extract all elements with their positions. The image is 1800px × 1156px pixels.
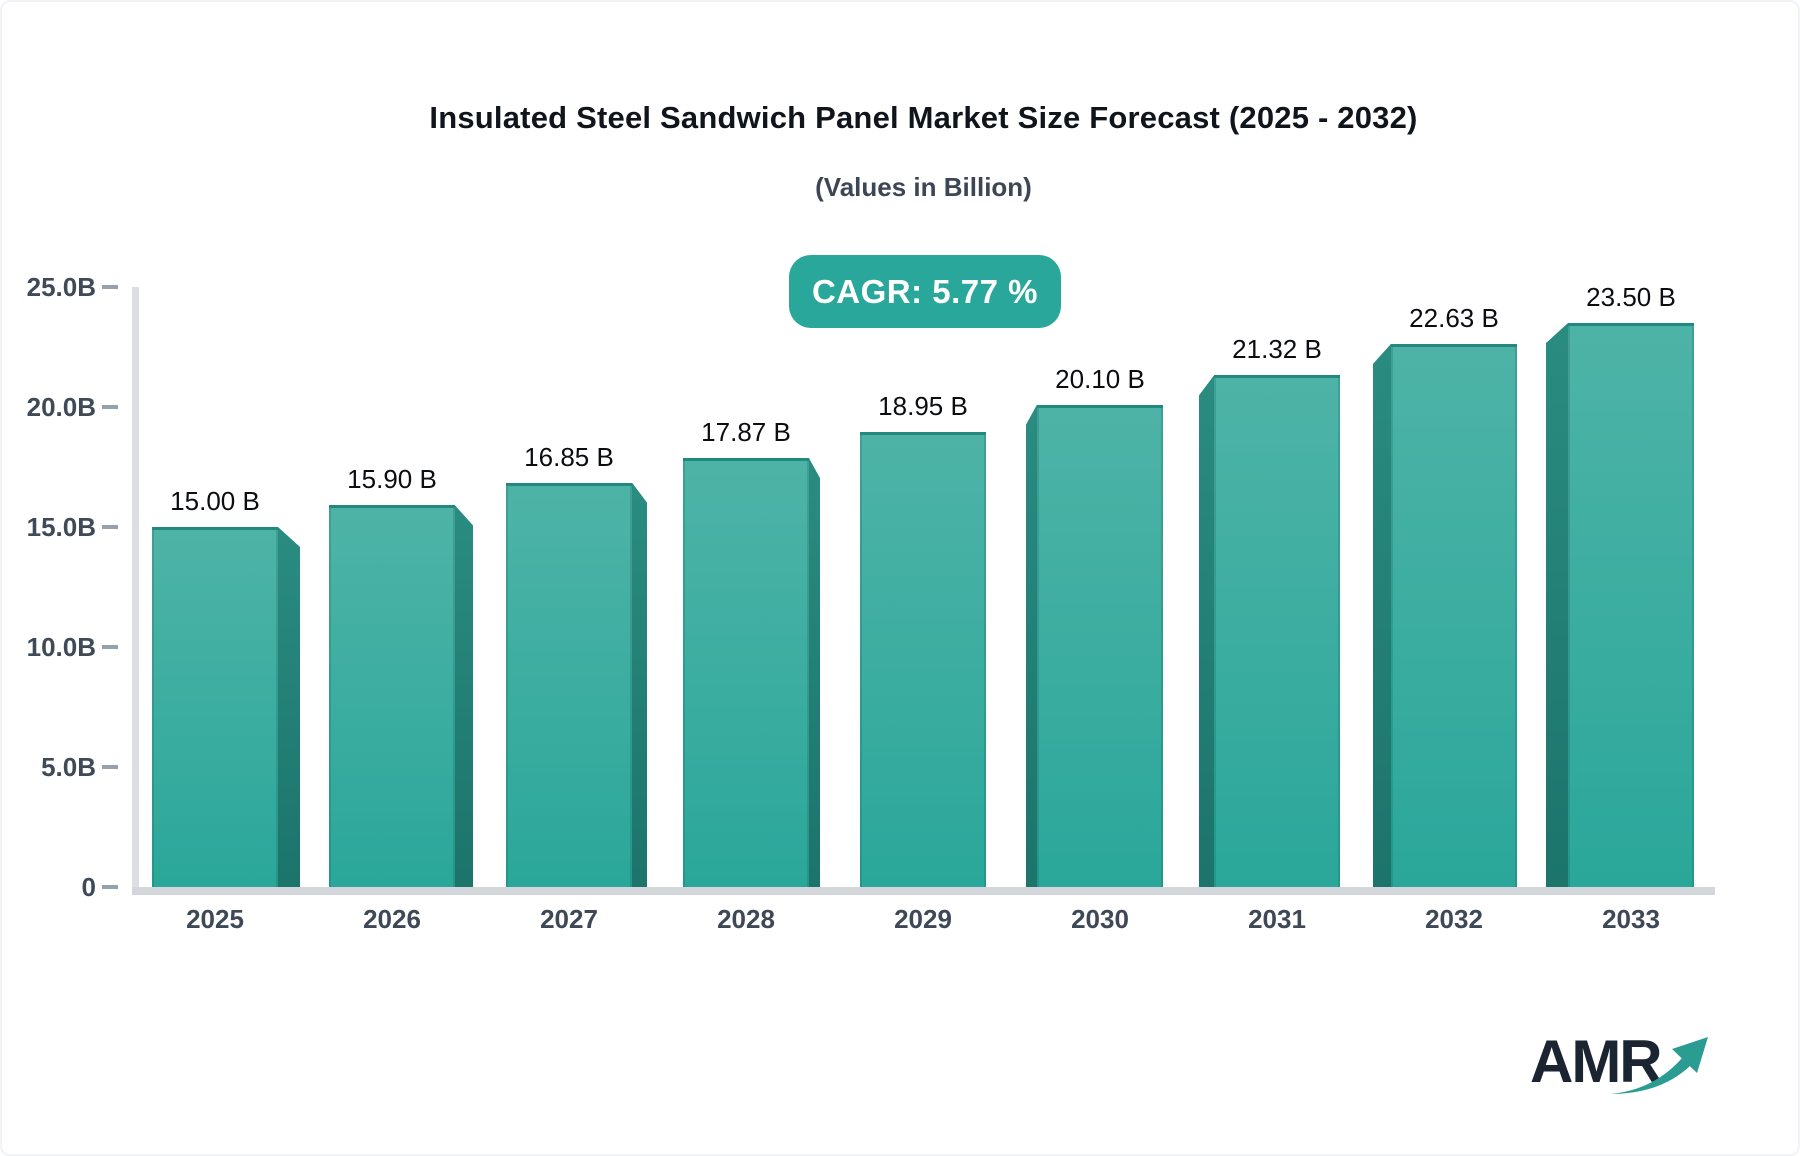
bar-2033	[1568, 323, 1694, 890]
bar-2031	[1214, 375, 1340, 890]
x-axis-baseline	[132, 887, 1715, 895]
bar-value-label: 18.95 B	[878, 391, 968, 422]
x-axis-label: 2033	[1602, 904, 1660, 934]
bar-side-panel	[632, 482, 647, 887]
bar-value-label: 21.32 B	[1232, 334, 1322, 365]
trending-up-arrow-icon	[1610, 1037, 1708, 1094]
y-axis-tick-label: 0	[81, 872, 96, 902]
y-axis-tick	[102, 885, 118, 889]
bar-value-label: 22.63 B	[1409, 302, 1499, 333]
bar-side-panel	[809, 458, 820, 887]
y-axis-tick-label: 5.0B	[41, 752, 96, 782]
y-axis-tick-label: 10.0B	[26, 632, 96, 662]
cagr-badge: CAGR: 5.77 %	[789, 255, 1061, 328]
y-axis-tick-label: 20.0B	[26, 392, 96, 422]
y-axis-tick-label: 15.0B	[26, 512, 96, 542]
bar-side-panel	[1199, 375, 1214, 887]
x-axis-label: 2025	[186, 904, 244, 934]
bar-value-label: 15.90 B	[347, 464, 437, 495]
x-axis-label: 2026	[363, 904, 421, 934]
y-axis-tick	[102, 285, 118, 289]
chart-subtitle: (Values in Billion)	[815, 172, 1032, 202]
bar-side-panel	[1546, 323, 1568, 887]
bar-2028	[683, 458, 809, 890]
y-axis-tick	[102, 765, 118, 769]
bar-value-label: 23.50 B	[1586, 282, 1676, 312]
x-axis-label: 2028	[717, 904, 775, 934]
bar-2027	[506, 482, 632, 890]
bar-side-panel	[455, 505, 473, 887]
bar-2026	[329, 505, 455, 890]
bar-value-label: 20.10 B	[1055, 363, 1145, 394]
bar-side-panel	[1373, 343, 1391, 887]
bar-2032	[1391, 343, 1517, 890]
bar-side-panel	[278, 527, 300, 887]
y-axis-line	[132, 287, 139, 887]
x-axis-label: 2031	[1248, 904, 1306, 934]
chart-title: Insulated Steel Sandwich Panel Market Si…	[429, 100, 1418, 135]
y-axis-tick	[102, 405, 118, 409]
amr-logo: AMR	[1530, 1032, 1720, 1110]
x-axis-label: 2029	[894, 904, 952, 934]
bar-value-label: 17.87 B	[701, 417, 791, 448]
x-axis-label: 2030	[1071, 904, 1129, 934]
y-axis-tick	[102, 645, 118, 649]
x-axis-label: 2027	[540, 904, 598, 934]
amr-logo-text: AMR	[1530, 1028, 1663, 1095]
bar-2025	[152, 527, 278, 890]
bar-value-label: 15.00 B	[170, 486, 260, 516]
bar-value-label: 16.85 B	[524, 441, 614, 472]
bar-side-panel	[1026, 404, 1037, 887]
bar-2030	[1037, 404, 1163, 890]
x-axis-label: 2032	[1425, 904, 1483, 934]
bar-2029	[860, 432, 986, 890]
y-axis-tick-label: 25.0B	[26, 272, 96, 302]
y-axis-tick	[102, 525, 118, 529]
